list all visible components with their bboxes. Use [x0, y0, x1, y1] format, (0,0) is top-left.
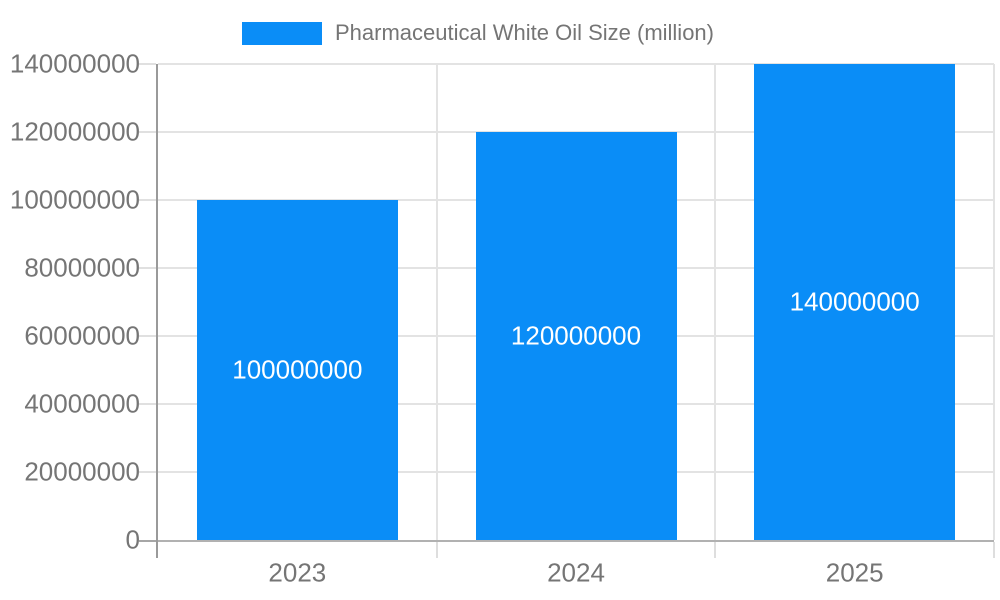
y-axis-tick-label: 100000000 — [9, 184, 140, 215]
plot-area: 100000000 120000000 140000000 — [139, 63, 995, 558]
y-tick — [139, 63, 156, 65]
legend-swatch — [242, 21, 322, 45]
bar-value-label: 140000000 — [789, 286, 920, 317]
x-tick — [156, 542, 158, 558]
bar-value-label: 100000000 — [232, 354, 363, 385]
y-tick — [139, 199, 156, 201]
x-axis-tick-label: 2024 — [547, 557, 605, 588]
x-tick — [714, 542, 717, 558]
y-axis-tick-label: 0 — [125, 524, 140, 555]
x-axis-tick-label: 2023 — [268, 557, 327, 588]
y-tick — [139, 131, 156, 133]
y-axis-tick-label: 40000000 — [24, 388, 140, 419]
bar-2025: 140000000 — [754, 64, 956, 540]
x-axis-line — [158, 540, 994, 542]
y-tick — [139, 267, 156, 269]
y-tick — [139, 403, 156, 405]
y-axis-line — [156, 64, 158, 558]
x-tick — [993, 542, 995, 558]
gridline-vertical — [714, 64, 717, 540]
gridline-vertical — [993, 64, 995, 540]
x-tick — [435, 542, 438, 558]
x-axis-tick-label: 2025 — [825, 557, 884, 588]
bar-2024: 120000000 — [475, 132, 677, 540]
y-axis-tick-label: 60000000 — [24, 320, 140, 351]
y-axis-tick-label: 20000000 — [24, 456, 140, 487]
bar-2023: 100000000 — [196, 200, 398, 540]
gridline-horizontal — [158, 63, 994, 65]
y-tick — [139, 471, 156, 473]
y-tick — [139, 335, 156, 337]
y-axis-tick-label: 120000000 — [9, 116, 140, 147]
y-axis-tick-label: 140000000 — [9, 48, 140, 79]
gridline-vertical — [435, 64, 438, 540]
y-tick-zero — [139, 540, 156, 542]
chart-legend: Pharmaceutical White Oil Size (million) — [242, 20, 714, 46]
bar-value-label: 120000000 — [510, 320, 642, 351]
chart-title: Pharmaceutical White Oil Size (million) — [335, 20, 714, 45]
y-axis-tick-label: 80000000 — [24, 252, 140, 283]
